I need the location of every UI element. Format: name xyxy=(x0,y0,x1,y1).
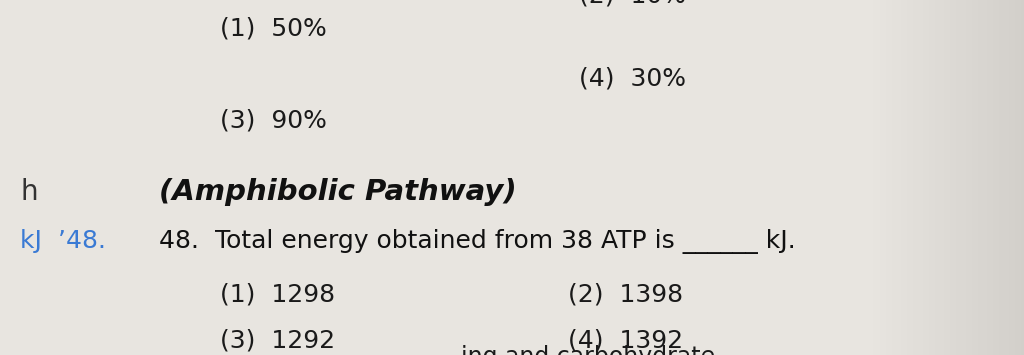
Bar xyxy=(880,0,883,355)
Bar xyxy=(907,0,910,355)
Text: ing and carbohydrate: ing and carbohydrate xyxy=(461,345,715,355)
Bar xyxy=(990,0,993,355)
Bar xyxy=(996,0,999,355)
Bar xyxy=(1002,0,1006,355)
Bar xyxy=(944,0,947,355)
Bar xyxy=(947,0,950,355)
Bar xyxy=(972,0,975,355)
Text: (Amphibolic Pathway): (Amphibolic Pathway) xyxy=(159,178,516,206)
Bar xyxy=(892,0,895,355)
Bar xyxy=(956,0,959,355)
Bar xyxy=(904,0,907,355)
Bar xyxy=(987,0,990,355)
Bar xyxy=(910,0,913,355)
Bar xyxy=(1018,0,1021,355)
Bar xyxy=(978,0,981,355)
Bar xyxy=(1012,0,1015,355)
Bar xyxy=(932,0,935,355)
Text: (2)  1398: (2) 1398 xyxy=(568,283,683,307)
Text: h: h xyxy=(20,178,38,206)
Text: (1)  50%: (1) 50% xyxy=(220,16,327,40)
Text: (4)  30%: (4) 30% xyxy=(579,66,685,90)
Text: kJ  ’48.: kJ ’48. xyxy=(20,229,106,253)
Text: (3)  90%: (3) 90% xyxy=(220,109,327,133)
Text: (1)  1298: (1) 1298 xyxy=(220,283,335,307)
Bar xyxy=(950,0,953,355)
Bar xyxy=(898,0,901,355)
Bar xyxy=(929,0,932,355)
Bar xyxy=(895,0,898,355)
Bar xyxy=(969,0,972,355)
Bar xyxy=(993,0,996,355)
Bar xyxy=(963,0,966,355)
Text: (3)  1292: (3) 1292 xyxy=(220,329,335,353)
Bar xyxy=(959,0,963,355)
Bar xyxy=(1021,0,1024,355)
Bar xyxy=(1006,0,1009,355)
Bar xyxy=(877,0,880,355)
Bar xyxy=(923,0,926,355)
Bar xyxy=(886,0,889,355)
Bar xyxy=(953,0,956,355)
Bar xyxy=(889,0,892,355)
Bar xyxy=(981,0,984,355)
Bar xyxy=(873,0,877,355)
Bar xyxy=(913,0,916,355)
Bar xyxy=(901,0,904,355)
Text: 48.  Total energy obtained from 38 ATP is ______ kJ.: 48. Total energy obtained from 38 ATP is… xyxy=(159,229,796,254)
Bar xyxy=(984,0,987,355)
Text: (2)  10%: (2) 10% xyxy=(579,0,685,7)
Bar xyxy=(926,0,929,355)
Bar xyxy=(975,0,978,355)
Bar xyxy=(999,0,1002,355)
Bar xyxy=(870,0,873,355)
Bar xyxy=(938,0,941,355)
Bar xyxy=(920,0,923,355)
Bar xyxy=(941,0,944,355)
Bar xyxy=(916,0,920,355)
Bar xyxy=(966,0,969,355)
Bar xyxy=(935,0,938,355)
Bar xyxy=(1009,0,1012,355)
Bar xyxy=(883,0,886,355)
Text: (4)  1392: (4) 1392 xyxy=(568,329,683,353)
Bar xyxy=(1015,0,1018,355)
